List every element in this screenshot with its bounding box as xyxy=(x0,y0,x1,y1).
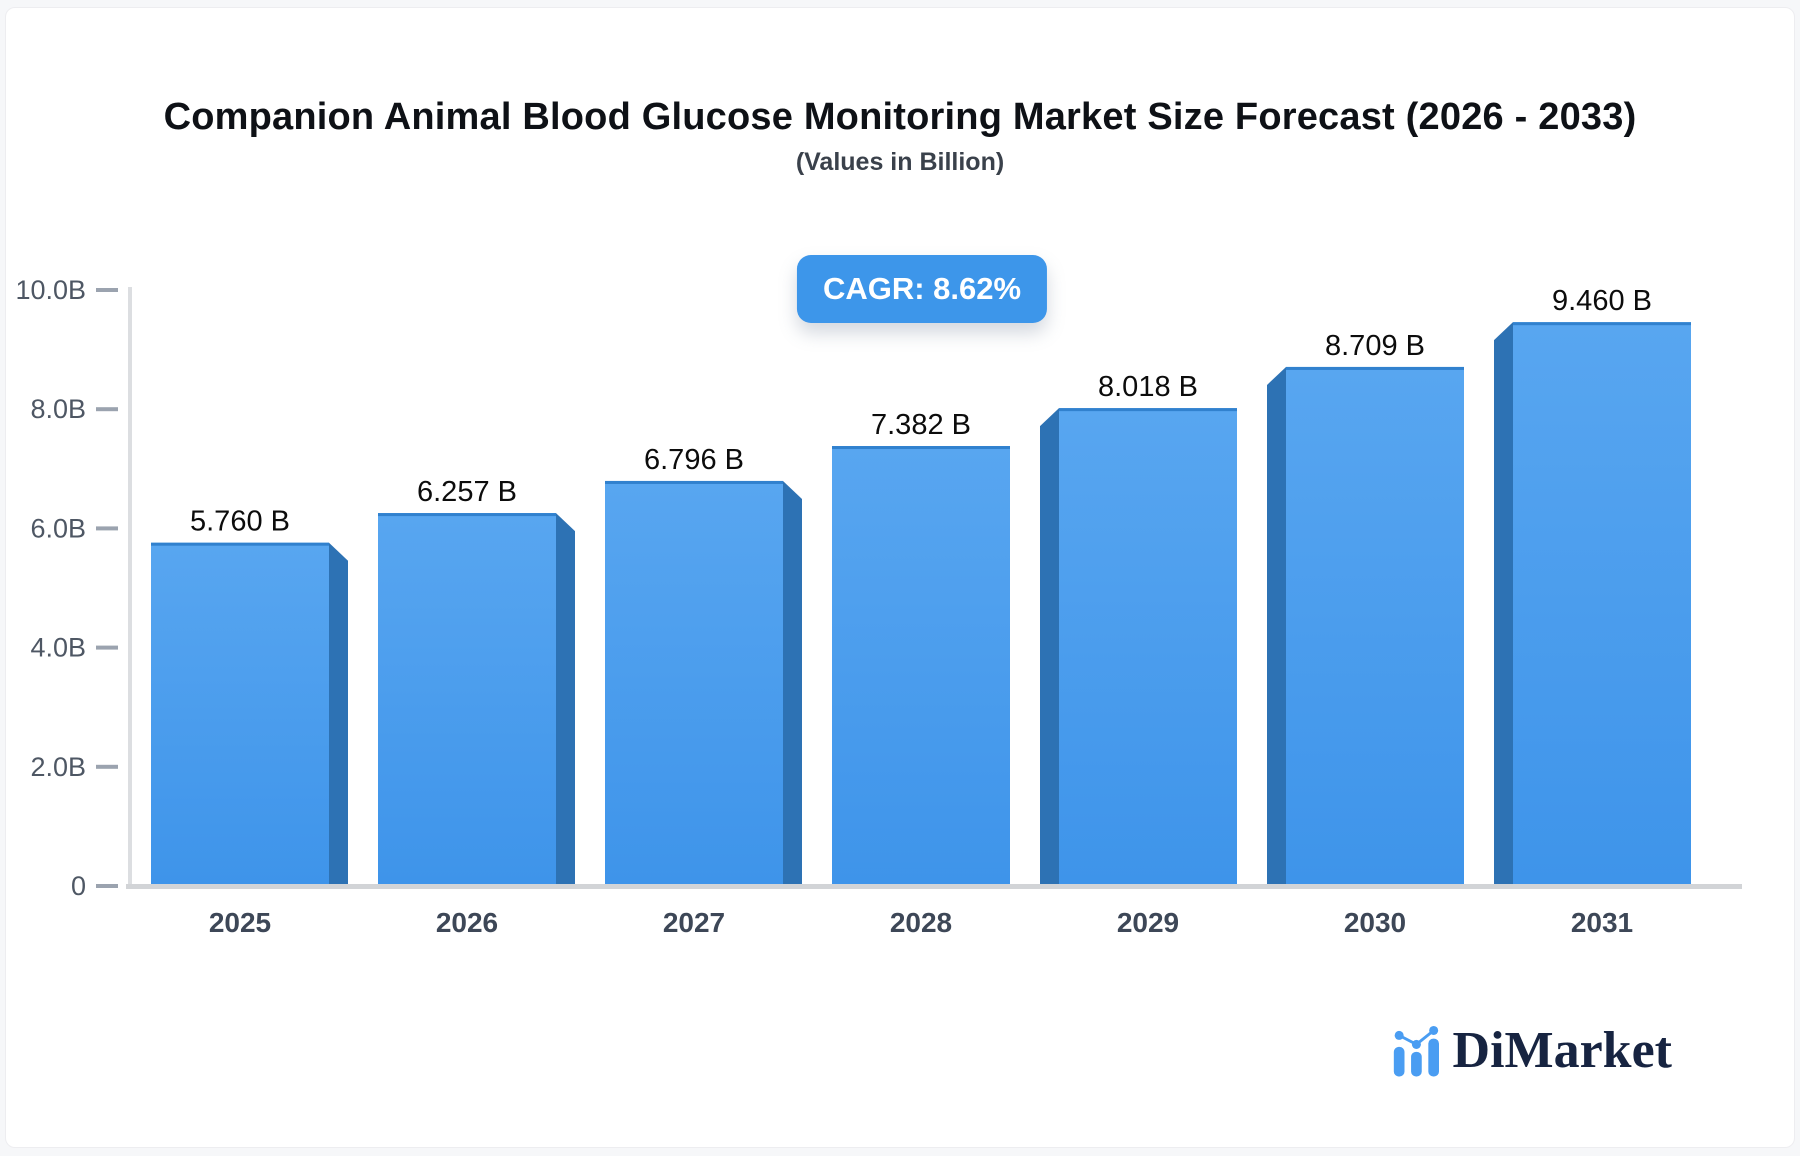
bar-2027: 6.796 B 2027 xyxy=(605,444,802,938)
bar-top-edge xyxy=(1513,322,1691,326)
bar-top-edge xyxy=(832,446,1010,450)
bar-value-label: 5.760 B xyxy=(190,506,290,538)
bar-2030: 8.709 B 2030 xyxy=(1267,330,1464,938)
y-tick-label: 0 xyxy=(71,871,86,901)
bar-value-label: 6.796 B xyxy=(644,444,744,476)
y-tick-label: 8.0B xyxy=(30,394,86,424)
y-axis-line xyxy=(128,287,132,885)
bar-chart-trend-icon xyxy=(1393,1025,1439,1077)
y-tick-dash xyxy=(96,407,118,412)
y-tick-label: 2.0B xyxy=(30,752,86,782)
x-axis-label: 2025 xyxy=(209,907,271,938)
chart-title: Companion Animal Blood Glucose Monitorin… xyxy=(163,96,1637,138)
bar-top-edge xyxy=(1059,408,1237,412)
bar-2025: 5.760 B 2025 xyxy=(151,506,348,938)
bar-top-edge xyxy=(151,542,329,546)
bar-value-label: 7.382 B xyxy=(871,409,971,441)
cagr-badge: CAGR: 8.62% xyxy=(796,255,1048,323)
bar-2026: 6.257 B 2026 xyxy=(378,476,575,938)
bar-top-edge xyxy=(605,480,783,484)
bar-value-label: 8.709 B xyxy=(1325,330,1425,362)
y-tick-dash xyxy=(96,526,118,531)
y-tick-dash xyxy=(96,884,118,888)
logo-text: DiMarket xyxy=(1452,1022,1672,1079)
bar-top-edge xyxy=(378,513,556,517)
bar-side xyxy=(1040,408,1059,886)
bar-2031: 9.460 B 2031 xyxy=(1494,285,1691,938)
x-axis-label: 2027 xyxy=(663,907,725,938)
bar-face xyxy=(1286,366,1464,886)
y-tick-dash xyxy=(96,764,118,769)
bar-side xyxy=(329,542,348,886)
bar-face xyxy=(1513,322,1691,887)
x-axis-baseline xyxy=(126,884,1742,889)
x-axis-label: 2026 xyxy=(436,907,498,938)
bar-side xyxy=(1494,322,1513,887)
bar-top-edge xyxy=(1286,366,1464,370)
bar-value-label: 9.460 B xyxy=(1552,285,1652,317)
bar-side xyxy=(556,513,575,886)
y-tick-label: 10.0B xyxy=(15,275,86,305)
y-tick-dash xyxy=(96,645,118,650)
bar-2028: 7.382 B 2028 xyxy=(832,409,1010,938)
bar-face xyxy=(151,542,329,886)
y-tick-dash xyxy=(96,288,118,292)
dimarket-logo: DiMarket xyxy=(1393,1025,1672,1077)
y-tick-label: 4.0B xyxy=(30,633,86,663)
x-axis-label: 2030 xyxy=(1344,907,1406,938)
bar-face xyxy=(832,446,1010,886)
x-axis-label: 2029 xyxy=(1117,907,1179,938)
bar-value-label: 8.018 B xyxy=(1098,371,1198,403)
bar-side xyxy=(1267,366,1286,886)
bar-side xyxy=(783,480,802,886)
bar-value-label: 6.257 B xyxy=(417,476,517,508)
bar-2029: 8.018 B 2029 xyxy=(1040,371,1237,938)
chart-subtitle: (Values in Billion) xyxy=(795,148,1005,176)
bar-face xyxy=(1059,408,1237,886)
y-tick-label: 6.0B xyxy=(30,513,86,543)
x-axis-label: 2031 xyxy=(1571,907,1633,938)
bar-face xyxy=(605,480,783,886)
bar-face xyxy=(378,513,556,886)
x-axis-label: 2028 xyxy=(890,907,952,938)
